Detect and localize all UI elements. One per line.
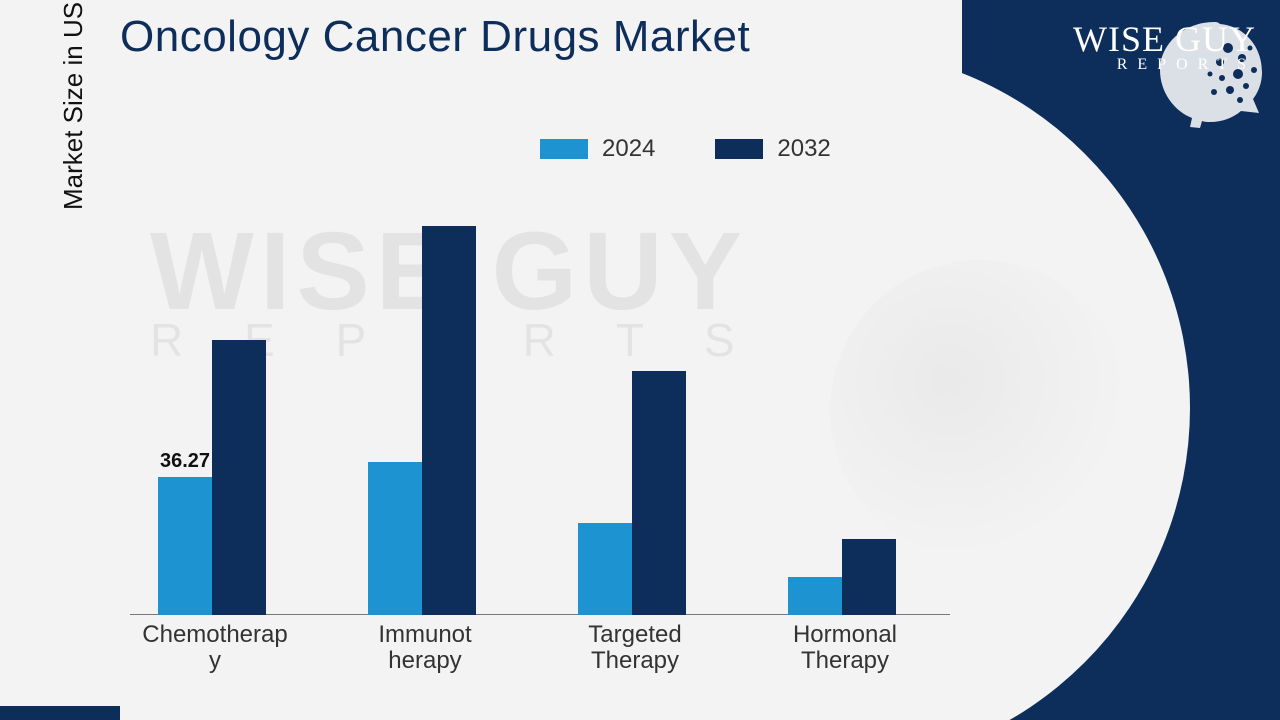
bar-2024-0 <box>158 477 212 615</box>
category-label: HormonalTherapy <box>760 622 930 675</box>
brand-logo: WISE GUY REPORTS <box>1073 18 1256 74</box>
legend: 2024 2032 <box>540 135 831 163</box>
bar-2032-1 <box>422 226 476 615</box>
data-label: 36.27 <box>145 450 225 473</box>
bottom-accent-strip <box>0 706 120 720</box>
category-label: Immunotherapy <box>340 622 510 675</box>
bar-chart: 36.27 <box>130 195 950 615</box>
category-label: TargetedTherapy <box>550 622 720 675</box>
legend-swatch-2032 <box>715 139 763 159</box>
y-axis-label: Market Size in USD Billion <box>58 0 89 210</box>
x-axis-labels: Chemotherapy Immunotherapy TargetedTherapy… <box>130 618 950 678</box>
legend-item-2024: 2024 <box>540 135 655 163</box>
bar-2024-3 <box>788 577 842 615</box>
legend-item-2032: 2032 <box>715 135 830 163</box>
legend-swatch-2024 <box>540 139 588 159</box>
legend-label-2032: 2032 <box>777 135 830 163</box>
bar-2024-1 <box>368 462 422 615</box>
chart-title: Oncology Cancer Drugs Market <box>120 12 750 62</box>
bar-2032-0 <box>212 340 266 615</box>
legend-label-2024: 2024 <box>602 135 655 163</box>
bar-2024-2 <box>578 523 632 615</box>
bar-2032-2 <box>632 371 686 615</box>
category-label: Chemotherapy <box>130 622 300 675</box>
bar-2032-3 <box>842 539 896 615</box>
